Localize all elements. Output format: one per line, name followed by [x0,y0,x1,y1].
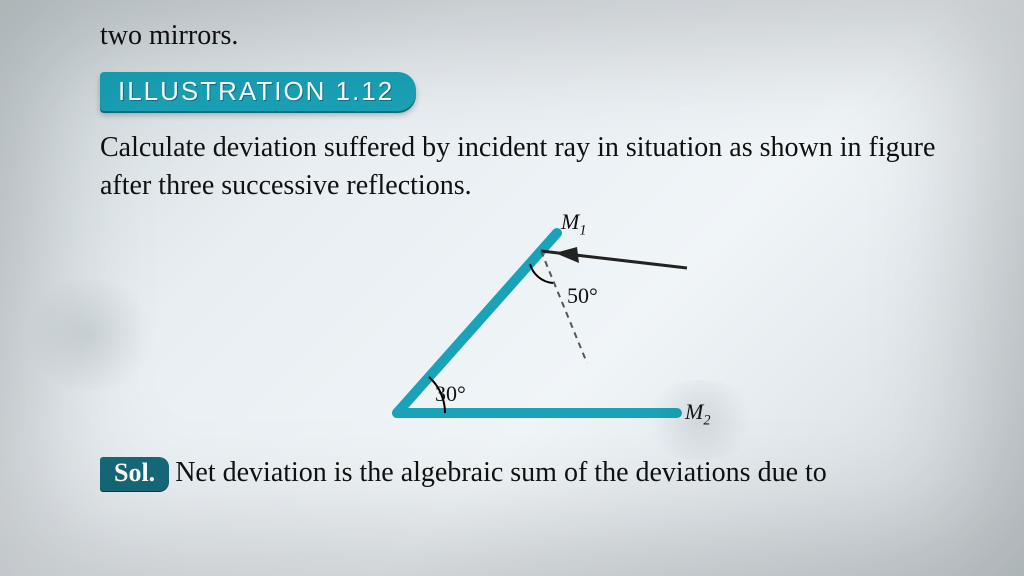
solution-badge: Sol. [100,457,169,491]
angle-50-label: 50° [567,283,598,309]
problem-statement: Calculate deviation suffered by incident… [100,129,954,205]
solution-line: Sol.Net deviation is the algebraic sum o… [100,457,954,491]
previous-page-fragment: two mirrors. [100,20,954,52]
m1-label: M1 [561,209,586,239]
solution-text: Net deviation is the algebraic sum of th… [175,457,827,488]
angle-30-label: 30° [435,381,466,407]
illustration-heading: ILLUSTRATION 1.12 [100,72,416,111]
